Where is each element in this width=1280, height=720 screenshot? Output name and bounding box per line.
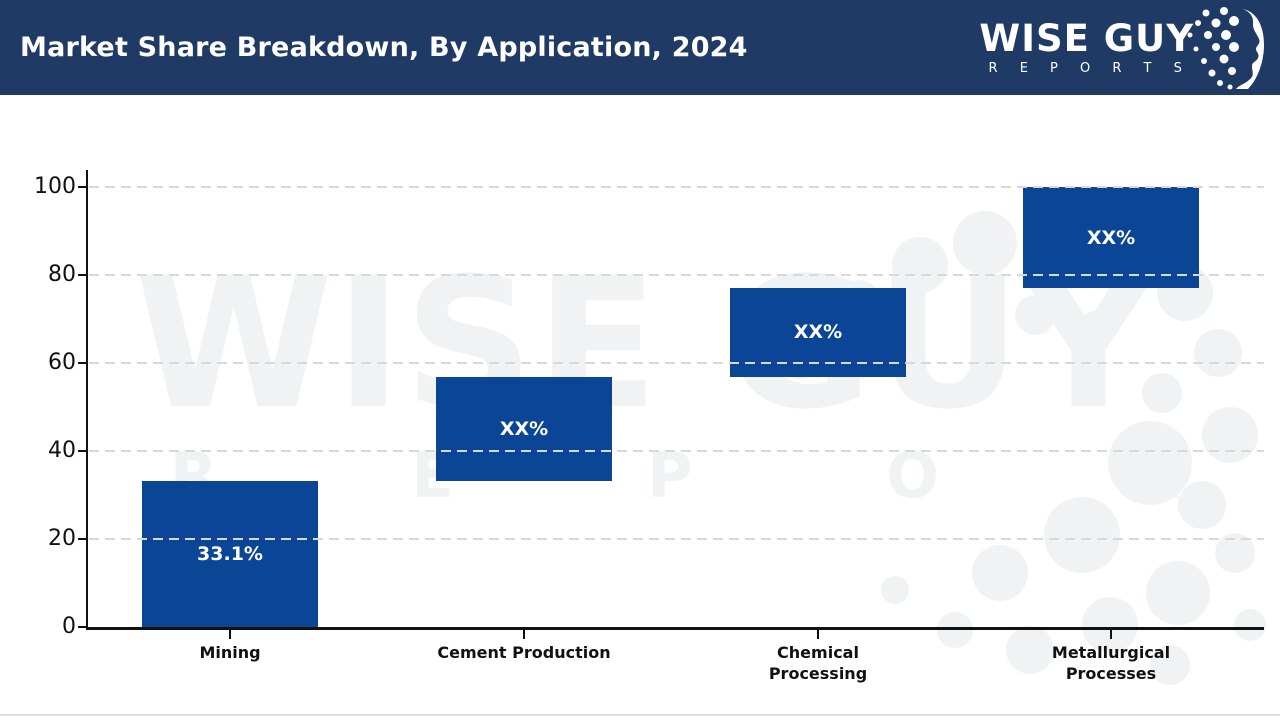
y-tick-mark xyxy=(78,186,87,188)
chart-area: WISE GUY R E P O R T S 0 20 40 60 80 100 33.1%… xyxy=(0,95,1280,720)
header-bar: Market Share Breakdown, By Application, … xyxy=(0,0,1280,95)
y-tick-mark xyxy=(78,538,87,540)
bar-segment-chemical-processing: XX% xyxy=(730,288,906,377)
bar-value-label: XX% xyxy=(499,417,549,440)
x-tick-mark xyxy=(1110,630,1112,639)
y-axis-spine xyxy=(86,170,88,630)
figure-bottom-rule xyxy=(0,714,1280,716)
logo-reports-text: R E P O R T S xyxy=(988,60,1191,76)
gridline-60 xyxy=(89,362,1264,364)
logo-wordmark: WISE GUY xyxy=(979,16,1194,60)
y-tick-label: 80 xyxy=(48,262,76,287)
x-tick-mark xyxy=(817,630,819,639)
x-axis-spine xyxy=(86,627,1264,630)
y-tick-mark xyxy=(78,274,87,276)
bar-segment-mining: 33.1% xyxy=(142,481,318,627)
bar-value-label: 33.1% xyxy=(197,543,263,566)
watermark-reports-text: R E P O R T S xyxy=(170,439,1280,512)
y-tick-mark xyxy=(78,362,87,364)
x-tick-mark xyxy=(523,630,525,639)
y-tick-mark xyxy=(78,626,87,628)
x-tick-label: Cement Production xyxy=(437,643,611,662)
gridline-100 xyxy=(89,186,1264,188)
x-tick-label: Mining xyxy=(199,643,261,662)
y-tick-label: 100 xyxy=(34,174,76,199)
x-tick-label: Chemical Processing xyxy=(768,643,868,683)
bar-segment-cement-production: XX% xyxy=(436,376,612,482)
gridline-40 xyxy=(89,450,1264,452)
gridline-20 xyxy=(89,538,1264,540)
y-tick-label: 60 xyxy=(48,350,76,375)
bar-value-label: XX% xyxy=(1086,226,1136,249)
watermark-wordmark: WISE GUY xyxy=(134,240,1156,449)
bar-segment-metallurgical-processes: XX% xyxy=(1023,187,1199,289)
wiseguy-logo: WISE GUY R E P O R T S xyxy=(979,5,1266,91)
wiseguy-head-icon xyxy=(1187,6,1264,89)
y-tick-label: 0 xyxy=(62,614,76,639)
x-tick-mark xyxy=(229,630,231,639)
page-title: Market Share Breakdown, By Application, … xyxy=(20,32,748,63)
gridline-80 xyxy=(89,274,1264,276)
x-tick-label: Metallurgical Processes xyxy=(1051,643,1171,683)
y-tick-mark xyxy=(78,450,87,452)
bar-value-label: XX% xyxy=(793,321,843,344)
y-tick-label: 20 xyxy=(48,526,76,551)
y-tick-label: 40 xyxy=(48,438,76,463)
